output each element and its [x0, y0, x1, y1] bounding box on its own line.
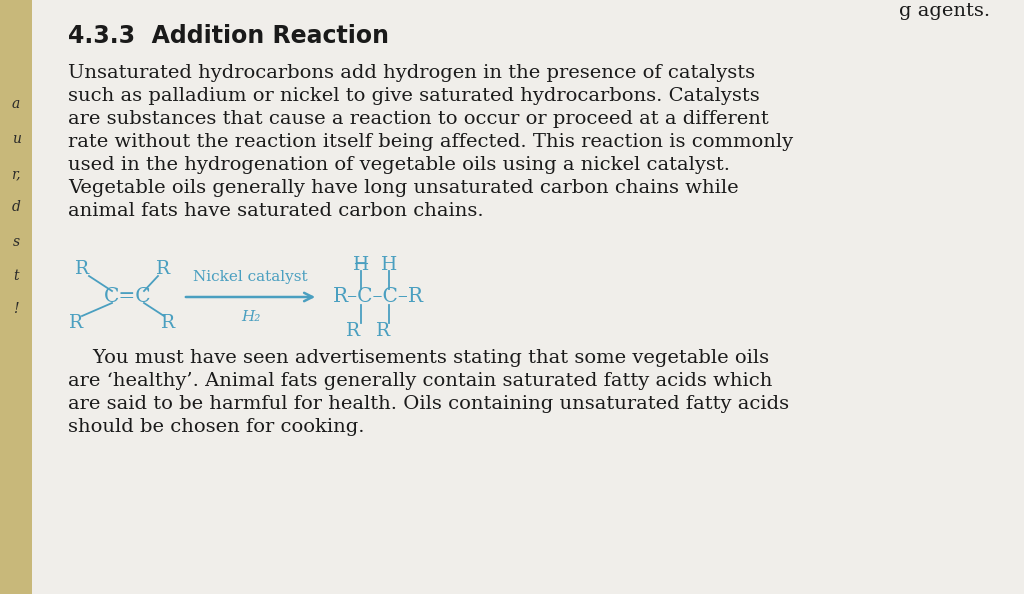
- Text: are substances that cause a reaction to occur or proceed at a different: are substances that cause a reaction to …: [68, 110, 769, 128]
- Text: R: R: [161, 314, 175, 332]
- Text: You must have seen advertisements stating that some vegetable oils: You must have seen advertisements statin…: [68, 349, 769, 367]
- Text: g agents.: g agents.: [899, 2, 990, 20]
- Text: u: u: [11, 132, 20, 146]
- Text: R: R: [156, 260, 170, 278]
- Text: d: d: [11, 200, 20, 214]
- Text: H₂: H₂: [241, 310, 260, 324]
- Text: Nickel catalyst: Nickel catalyst: [194, 270, 308, 284]
- Text: r,: r,: [11, 167, 20, 181]
- Text: R: R: [346, 322, 360, 340]
- Text: rate without the reaction itself being affected. This reaction is commonly: rate without the reaction itself being a…: [68, 133, 794, 151]
- Text: R–C–C–R: R–C–C–R: [333, 287, 424, 307]
- Text: a: a: [12, 97, 20, 111]
- Text: should be chosen for cooking.: should be chosen for cooking.: [68, 418, 365, 436]
- Text: are ‘healthy’. Animal fats generally contain saturated fatty acids which: are ‘healthy’. Animal fats generally con…: [68, 372, 772, 390]
- Text: H: H: [353, 256, 369, 274]
- Text: used in the hydrogenation of vegetable oils using a nickel catalyst.: used in the hydrogenation of vegetable o…: [68, 156, 730, 174]
- Text: R: R: [69, 314, 83, 332]
- Text: s: s: [12, 235, 19, 249]
- Text: !: !: [13, 302, 18, 316]
- Text: H: H: [381, 256, 397, 274]
- Text: Unsaturated hydrocarbons add hydrogen in the presence of catalysts: Unsaturated hydrocarbons add hydrogen in…: [68, 64, 755, 82]
- Text: R: R: [376, 322, 390, 340]
- Text: are said to be harmful for health. Oils containing unsaturated fatty acids: are said to be harmful for health. Oils …: [68, 395, 790, 413]
- Text: such as palladium or nickel to give saturated hydrocarbons. Catalysts: such as palladium or nickel to give satu…: [68, 87, 760, 105]
- Text: C=C: C=C: [104, 287, 152, 307]
- Text: R: R: [75, 260, 89, 278]
- Text: Vegetable oils generally have long unsaturated carbon chains while: Vegetable oils generally have long unsat…: [68, 179, 738, 197]
- Text: animal fats have saturated carbon chains.: animal fats have saturated carbon chains…: [68, 202, 483, 220]
- Text: t: t: [13, 269, 18, 283]
- Text: 4.3.3  Addition Reaction: 4.3.3 Addition Reaction: [68, 24, 389, 48]
